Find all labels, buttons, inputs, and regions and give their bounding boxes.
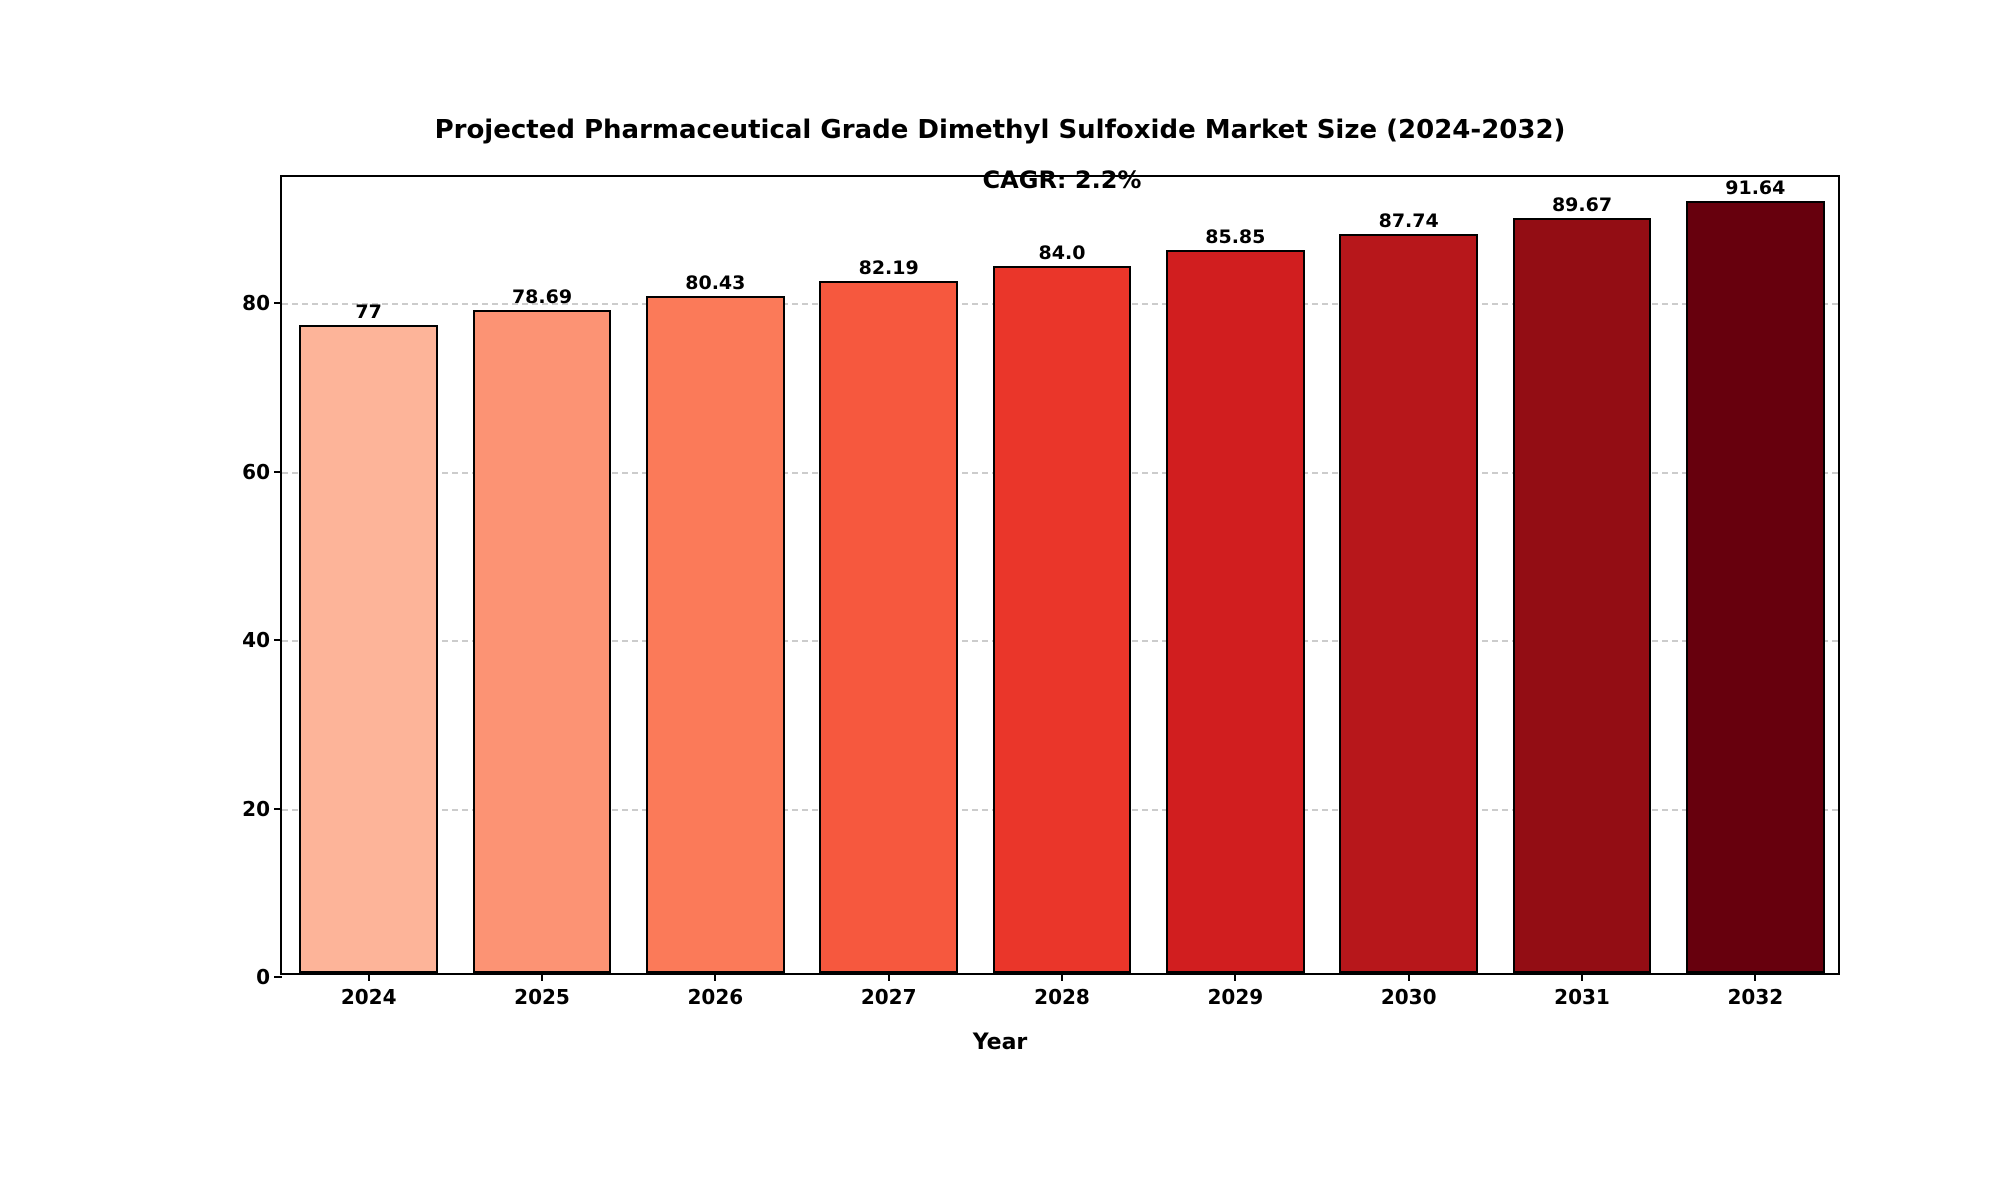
ytick-mark bbox=[274, 302, 282, 304]
bar bbox=[1686, 201, 1825, 973]
bar bbox=[473, 310, 612, 973]
ytick-mark bbox=[274, 639, 282, 641]
bar-value-label: 91.64 bbox=[1725, 177, 1785, 205]
xtick-mark bbox=[541, 973, 543, 981]
bar-value-label: 77 bbox=[355, 301, 381, 329]
chart-title: Projected Pharmaceutical Grade Dimethyl … bbox=[100, 115, 1900, 145]
bar-value-label: 78.69 bbox=[512, 286, 572, 314]
ytick-mark bbox=[274, 471, 282, 473]
x-axis-label: Year bbox=[100, 1030, 1900, 1055]
xtick-mark bbox=[1234, 973, 1236, 981]
plot-area: 02040608077202478.69202580.43202682.1920… bbox=[280, 175, 1840, 975]
xtick-mark bbox=[714, 973, 716, 981]
bar-value-label: 89.67 bbox=[1552, 194, 1612, 222]
xtick-mark bbox=[1581, 973, 1583, 981]
bar bbox=[819, 281, 958, 973]
cagr-annotation: CAGR: 2.2% bbox=[983, 166, 1142, 194]
bar bbox=[646, 296, 785, 973]
bar bbox=[1513, 218, 1652, 973]
bar-value-label: 80.43 bbox=[685, 272, 745, 300]
xtick-mark bbox=[888, 973, 890, 981]
chart-container: Projected Pharmaceutical Grade Dimethyl … bbox=[100, 60, 1900, 1140]
xtick-mark bbox=[1408, 973, 1410, 981]
bar bbox=[993, 266, 1132, 973]
ytick-mark bbox=[274, 976, 282, 978]
bar-value-label: 85.85 bbox=[1205, 226, 1265, 254]
bar-value-label: 84.0 bbox=[1039, 242, 1086, 270]
bar bbox=[299, 325, 438, 973]
bar bbox=[1166, 250, 1305, 973]
xtick-mark bbox=[368, 973, 370, 981]
bar-value-label: 87.74 bbox=[1379, 210, 1439, 238]
ytick-mark bbox=[274, 808, 282, 810]
xtick-mark bbox=[1061, 973, 1063, 981]
xtick-mark bbox=[1754, 973, 1756, 981]
bar bbox=[1339, 234, 1478, 973]
bar-value-label: 82.19 bbox=[859, 257, 919, 285]
